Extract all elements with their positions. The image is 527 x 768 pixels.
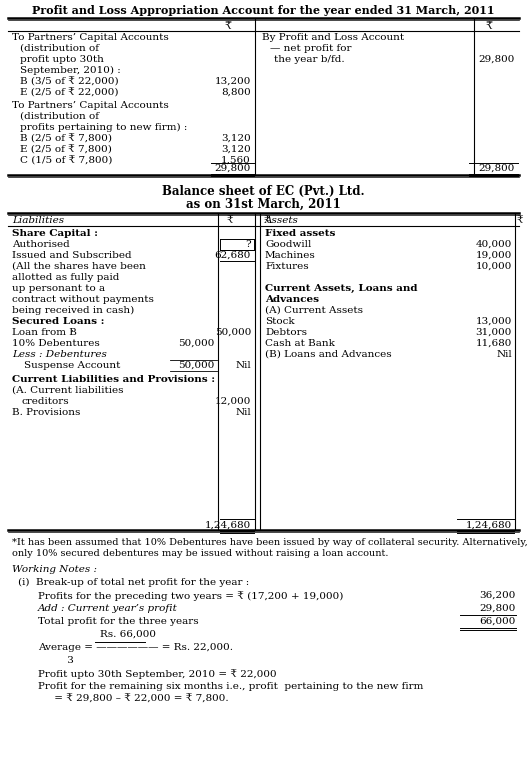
Text: 1,24,680: 1,24,680 <box>205 521 251 530</box>
Text: Advances: Advances <box>265 295 319 304</box>
Text: To Partners’ Capital Accounts: To Partners’ Capital Accounts <box>12 33 169 42</box>
Text: Loan from B: Loan from B <box>12 328 77 337</box>
Text: 29,800: 29,800 <box>479 55 515 64</box>
Text: Profit and Loss Appropriation Account for the year ended 31 March, 2011: Profit and Loss Appropriation Account fo… <box>32 5 494 16</box>
Text: Less : Debentures: Less : Debentures <box>12 350 107 359</box>
Text: September, 2010) :: September, 2010) : <box>20 66 121 75</box>
Text: 29,800: 29,800 <box>214 164 251 173</box>
Text: the year b/fd.: the year b/fd. <box>274 55 345 64</box>
Text: creditors: creditors <box>22 397 70 406</box>
Text: = ₹ 29,800 – ₹ 22,000 = ₹ 7,800.: = ₹ 29,800 – ₹ 22,000 = ₹ 7,800. <box>38 695 229 704</box>
Text: ₹: ₹ <box>225 21 231 31</box>
Text: 50,000: 50,000 <box>178 339 214 348</box>
Text: ₹: ₹ <box>485 21 493 31</box>
Text: Stock: Stock <box>265 317 295 326</box>
Text: Current Liabilities and Provisions :: Current Liabilities and Provisions : <box>12 375 215 384</box>
Text: E (2/5 of ₹ 7,800): E (2/5 of ₹ 7,800) <box>20 145 112 154</box>
Text: Fixtures: Fixtures <box>265 262 309 271</box>
Text: 31,000: 31,000 <box>476 328 512 337</box>
Text: Working Notes :: Working Notes : <box>12 565 97 574</box>
Text: C (1/5 of ₹ 7,800): C (1/5 of ₹ 7,800) <box>20 156 112 165</box>
Text: ’: ’ <box>70 328 73 336</box>
Text: up personant to a: up personant to a <box>12 284 105 293</box>
Text: (i)  Break-up of total net profit for the year :: (i) Break-up of total net profit for the… <box>18 578 249 587</box>
Text: 8,800: 8,800 <box>221 88 251 97</box>
Text: only 10% secured debentures may be issued without raising a loan account.: only 10% secured debentures may be issue… <box>12 549 388 558</box>
Text: 12,000: 12,000 <box>214 397 251 406</box>
Text: Current Assets, Loans and: Current Assets, Loans and <box>265 284 417 293</box>
Text: Fixed assets: Fixed assets <box>265 229 335 238</box>
Text: B (3/5 of ₹ 22,000): B (3/5 of ₹ 22,000) <box>20 77 119 86</box>
Text: Add : Current year’s profit: Add : Current year’s profit <box>38 604 178 613</box>
Text: To Partners’ Capital Accounts: To Partners’ Capital Accounts <box>12 101 169 110</box>
Text: By Profit and Loss Account: By Profit and Loss Account <box>262 33 404 42</box>
Text: Total profit for the three years: Total profit for the three years <box>38 617 199 626</box>
Text: 50,000: 50,000 <box>214 328 251 337</box>
Text: 10% Debentures: 10% Debentures <box>12 339 100 348</box>
Text: 29,800: 29,800 <box>479 164 515 173</box>
Text: 3,120: 3,120 <box>221 145 251 154</box>
Text: being received in cash): being received in cash) <box>12 306 134 315</box>
Text: (distribution of: (distribution of <box>20 112 99 121</box>
Text: 62,680: 62,680 <box>214 251 251 260</box>
Text: Profits for the preceding two years = ₹ (17,200 + 19,000): Profits for the preceding two years = ₹ … <box>38 591 344 601</box>
Text: — net profit for: — net profit for <box>270 44 352 53</box>
Text: profit upto 30th: profit upto 30th <box>20 55 104 64</box>
Text: 40,000: 40,000 <box>476 240 512 249</box>
Text: 19,000: 19,000 <box>476 251 512 260</box>
Text: Authorised: Authorised <box>12 240 70 249</box>
Text: Nil: Nil <box>496 350 512 359</box>
Text: (All the shares have been: (All the shares have been <box>12 262 146 271</box>
Text: Rs. 66,000: Rs. 66,000 <box>100 630 156 639</box>
Text: ₹: ₹ <box>264 216 270 225</box>
Text: 10,000: 10,000 <box>476 262 512 271</box>
Text: profits pertaining to new firm) :: profits pertaining to new firm) : <box>20 123 188 132</box>
Text: as on 31st March, 2011: as on 31st March, 2011 <box>186 198 340 211</box>
Text: E (2/5 of ₹ 22,000): E (2/5 of ₹ 22,000) <box>20 88 119 98</box>
Text: 36,200: 36,200 <box>480 591 516 600</box>
Text: Profit upto 30th September, 2010 = ₹ 22,000: Profit upto 30th September, 2010 = ₹ 22,… <box>38 669 277 679</box>
Text: Share Capital :: Share Capital : <box>12 229 98 238</box>
Text: (distribution of: (distribution of <box>20 44 99 53</box>
Text: 1,24,680: 1,24,680 <box>466 521 512 530</box>
Text: Machines: Machines <box>265 251 316 260</box>
Text: Secured Loans :: Secured Loans : <box>12 317 104 326</box>
Text: ₹: ₹ <box>517 216 524 225</box>
Text: Goodwill: Goodwill <box>265 240 311 249</box>
Text: allotted as fully paid: allotted as fully paid <box>12 273 120 282</box>
Text: 66,000: 66,000 <box>480 617 516 626</box>
Text: 50,000: 50,000 <box>178 361 214 370</box>
Text: Assets: Assets <box>265 216 299 225</box>
Text: ?: ? <box>246 240 251 249</box>
Text: 1,560: 1,560 <box>221 156 251 165</box>
Text: *It has been assumed that 10% Debentures have been issued by way of collateral s: *It has been assumed that 10% Debentures… <box>12 538 527 547</box>
Text: 3,120: 3,120 <box>221 134 251 143</box>
Text: 13,200: 13,200 <box>214 77 251 86</box>
Text: Cash at Bank: Cash at Bank <box>265 339 335 348</box>
Text: Balance sheet of EC (Pvt.) Ltd.: Balance sheet of EC (Pvt.) Ltd. <box>162 185 364 198</box>
Text: B. Provisions: B. Provisions <box>12 408 81 417</box>
Text: contract without payments: contract without payments <box>12 295 154 304</box>
Text: Nil: Nil <box>235 361 251 370</box>
Text: ₹: ₹ <box>227 216 233 225</box>
Text: (B) Loans and Advances: (B) Loans and Advances <box>265 350 392 359</box>
Text: Issued and Subscribed: Issued and Subscribed <box>12 251 132 260</box>
Text: Liabilities: Liabilities <box>12 216 64 225</box>
Text: 11,680: 11,680 <box>476 339 512 348</box>
Text: Nil: Nil <box>235 408 251 417</box>
Text: 29,800: 29,800 <box>480 604 516 613</box>
Text: Average = —————— = Rs. 22,000.: Average = —————— = Rs. 22,000. <box>38 643 233 652</box>
Text: 13,000: 13,000 <box>476 317 512 326</box>
Text: Profit for the remaining six months i.e., profit  pertaining to the new firm: Profit for the remaining six months i.e.… <box>38 682 423 691</box>
Text: (A) Current Assets: (A) Current Assets <box>265 306 363 315</box>
Text: (A. Current liabilities: (A. Current liabilities <box>12 386 123 395</box>
Text: 3: 3 <box>38 656 74 665</box>
Text: Suspense Account: Suspense Account <box>24 361 120 370</box>
Text: Debtors: Debtors <box>265 328 307 337</box>
Text: B (2/5 of ₹ 7,800): B (2/5 of ₹ 7,800) <box>20 134 112 143</box>
